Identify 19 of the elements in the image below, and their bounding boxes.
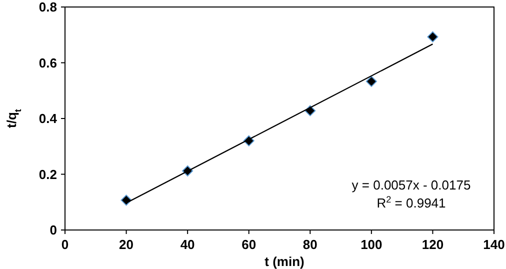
annotation: R$^{2}$ = 0.9941 (376, 194, 446, 211)
point (366, 76, 377, 87)
x-axis-title: t (min) (264, 254, 304, 269)
x-tick-label: 120 (422, 237, 444, 252)
x-tick-label: 100 (360, 237, 382, 252)
x-tick-label: 40 (180, 237, 195, 252)
x-tick-label: 0 (61, 237, 69, 252)
y-tick-label: 0 (50, 222, 57, 238)
annotation: y = 0.0057x - 0.0175 (352, 178, 471, 193)
point (120, 194, 132, 206)
y-tick-label: 0.8 (38, 0, 57, 15)
y-tick-label: 0.4 (38, 111, 58, 126)
y-tick-label: 0.2 (38, 166, 57, 182)
y-tick-label: 0.6 (38, 55, 57, 70)
x-tick-label: 80 (302, 237, 318, 252)
x-tick-label: 20 (119, 237, 134, 252)
x-tick-label: 140 (483, 237, 505, 252)
point (427, 31, 438, 42)
x-tick-label: 60 (242, 237, 256, 252)
